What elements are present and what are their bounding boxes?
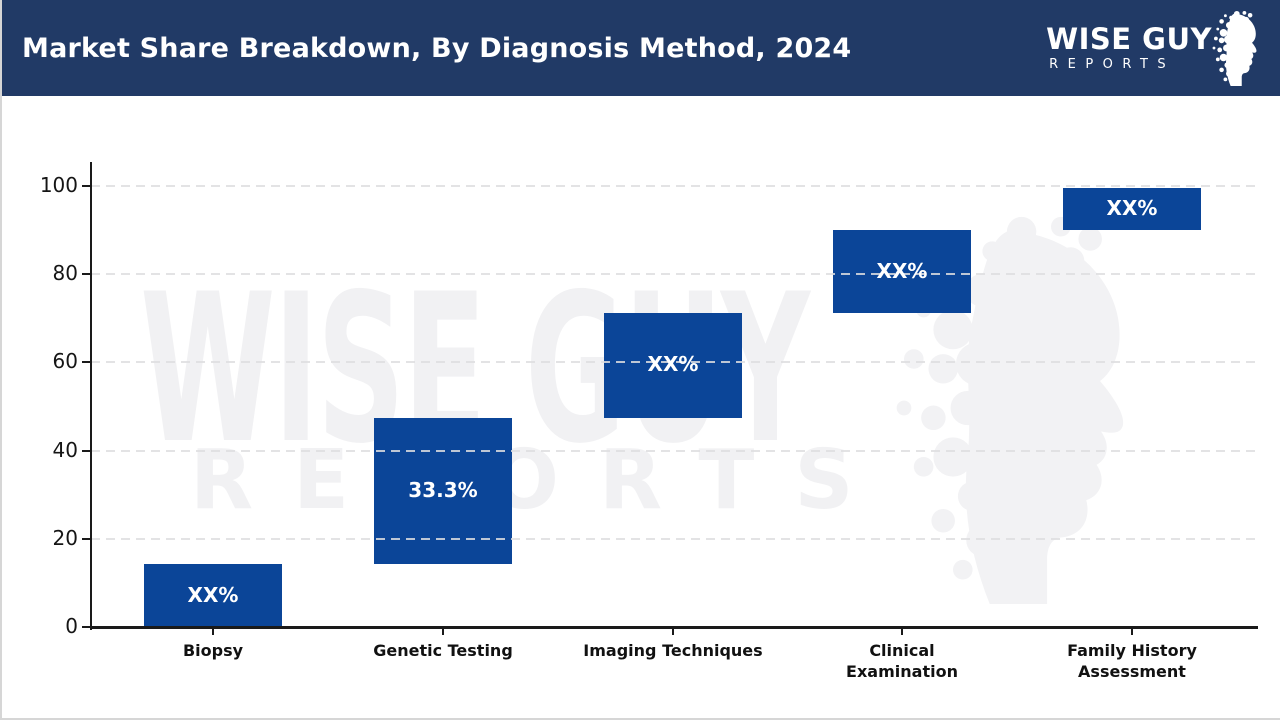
x-tick-mark xyxy=(212,627,214,635)
gridline-80 xyxy=(91,273,1258,276)
gridline-100 xyxy=(91,185,1258,187)
x-tick-mark xyxy=(1131,627,1133,635)
bar-clinical-examination xyxy=(833,230,971,313)
header-bar: Market Share Breakdown, By Diagnosis Met… xyxy=(2,0,1280,96)
brand-logo-text: WISE GUY REPORTS xyxy=(1046,24,1212,72)
brand-logo-line2: REPORTS xyxy=(1049,57,1176,72)
y-tick-label: 20 xyxy=(52,525,78,550)
x-category-label: Genetic Testing xyxy=(373,641,513,660)
bar-value-label: XX% xyxy=(187,582,239,607)
x-tick-mark xyxy=(901,627,903,635)
gridline-20 xyxy=(91,537,1258,540)
y-tick-mark xyxy=(82,185,91,187)
page-title: Market Share Breakdown, By Diagnosis Met… xyxy=(22,32,852,64)
brand-logo: WISE GUY REPORTS xyxy=(1046,10,1264,86)
y-tick-label: 60 xyxy=(52,349,78,374)
gridline-60 xyxy=(91,361,1258,364)
bar-family-history-assessment xyxy=(1063,187,1201,231)
bar-value-label: XX% xyxy=(876,258,928,283)
watermark-text-reports: REPORTS xyxy=(190,433,894,528)
x-axis-line xyxy=(90,626,1258,629)
y-tick-mark xyxy=(82,537,91,540)
gridline-40 xyxy=(91,449,1258,452)
bar-value-label: XX% xyxy=(647,352,699,377)
x-category-label: Biopsy xyxy=(182,641,244,660)
brand-face-icon xyxy=(1202,10,1264,86)
y-tick-mark xyxy=(82,626,91,628)
x-tick-mark xyxy=(672,627,674,635)
x-category-label: Imaging Techniques xyxy=(583,641,763,660)
y-axis-line xyxy=(90,162,92,630)
bar-value-label: XX% xyxy=(1106,195,1158,220)
y-tick-mark xyxy=(82,449,91,452)
bar-value-label: 33.3% xyxy=(408,477,478,502)
x-category-label: Clinical Examination xyxy=(846,641,958,681)
y-tick-label: 80 xyxy=(52,261,78,286)
y-tick-mark xyxy=(82,361,91,364)
bar-genetic-testing xyxy=(374,417,512,565)
x-tick-mark xyxy=(442,627,444,635)
bar-biopsy xyxy=(144,564,282,627)
y-tick-mark xyxy=(82,273,91,276)
y-tick-label: 0 xyxy=(65,614,78,638)
y-tick-label: 40 xyxy=(52,437,78,462)
x-category-label: Family History Assessment xyxy=(1067,641,1197,681)
y-tick-label: 100 xyxy=(39,173,78,197)
bar-imaging-techniques xyxy=(604,313,742,418)
brand-logo-line1: WISE GUY xyxy=(1046,22,1212,56)
